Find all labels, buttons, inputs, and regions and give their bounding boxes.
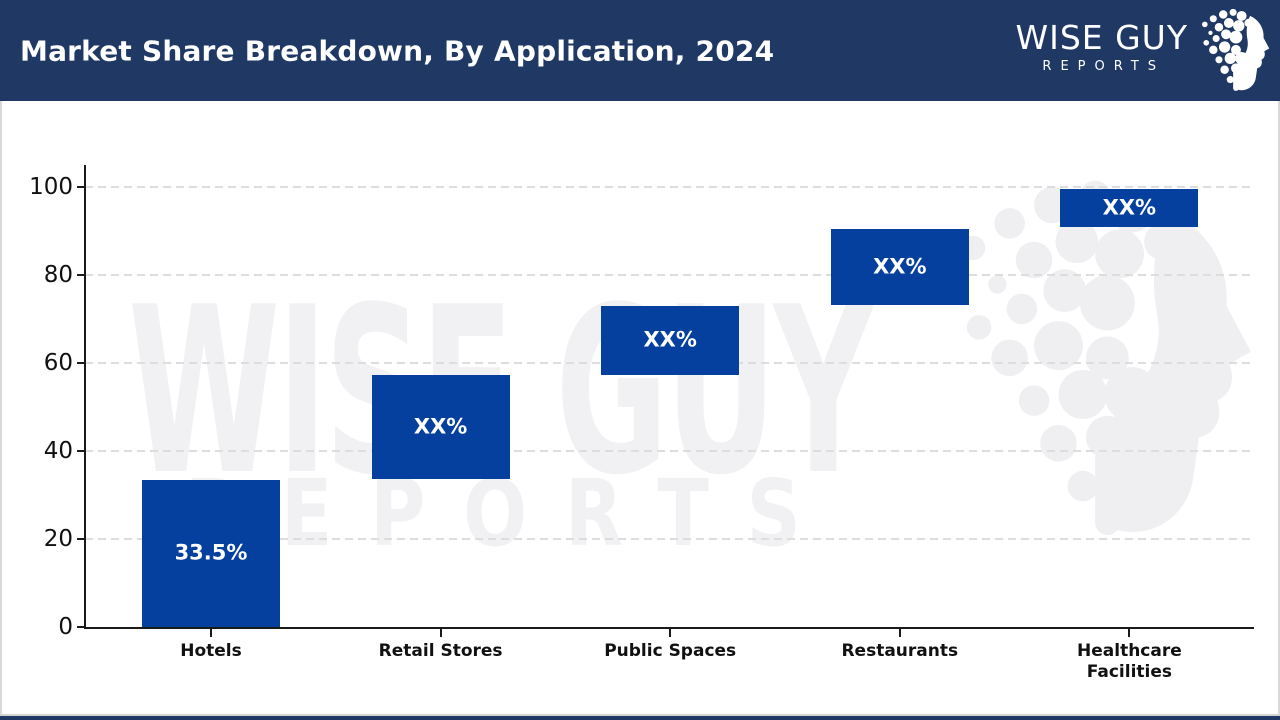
gridline-100	[85, 186, 1253, 188]
logo-head-icon	[1192, 6, 1270, 98]
y-tick-label-0: 0	[58, 614, 73, 640]
y-tick-label-40: 40	[43, 438, 73, 464]
x-tick-4	[1128, 629, 1131, 637]
x-axis	[84, 627, 1254, 629]
logo-reports-text: REPORTS	[1042, 59, 1166, 74]
wise-guy-reports-logo: WISE GUY REPORTS	[1010, 0, 1270, 101]
y-tick-40	[77, 450, 85, 452]
header-bar: Market Share Breakdown, By Application, …	[0, 0, 1280, 101]
x-tick-3	[898, 629, 901, 637]
y-axis	[84, 165, 86, 629]
bar-public-spaces: XX%	[601, 305, 740, 375]
bar-value-label: XX%	[1102, 195, 1157, 220]
bar-restaurants: XX%	[830, 228, 969, 305]
bar-value-label: XX%	[873, 254, 927, 279]
bar-value-label: XX%	[643, 327, 697, 352]
category-label-4: Healthcare Facilities	[1077, 641, 1182, 682]
gridline-20	[85, 538, 1253, 540]
logo-wiseguy-text: WISE GUY	[1015, 18, 1188, 57]
y-tick-20	[77, 538, 85, 540]
plot-area: 0 20 40 60 80 100 33.5% Hotels XX% Retail Stores X…	[0, 101, 1280, 715]
category-label-1: Retail Stores	[378, 641, 503, 661]
x-tick-0	[210, 629, 212, 637]
y-tick-label-20: 20	[43, 526, 73, 552]
category-label-0: Hotels	[180, 641, 242, 661]
gridline-80	[85, 274, 1253, 276]
gridline-40	[85, 450, 1253, 452]
left-border	[0, 101, 2, 715]
y-tick-label-100: 100	[29, 174, 73, 200]
y-tick-100	[77, 186, 85, 188]
category-label-3: Restaurants	[841, 641, 959, 661]
y-tick-60	[77, 362, 85, 364]
bar-hotels: 33.5%	[142, 479, 280, 627]
footer-bar	[0, 714, 1280, 720]
bar-value-label: 33.5%	[174, 540, 248, 565]
bar-value-label: XX%	[413, 414, 468, 439]
y-tick-label-60: 60	[43, 350, 73, 376]
y-tick-label-80: 80	[43, 262, 73, 288]
watermark-reports-text: REPORTS	[185, 460, 839, 567]
x-tick-1	[439, 629, 442, 637]
y-tick-80	[77, 274, 85, 276]
right-border	[1278, 101, 1280, 715]
y-tick-0	[77, 626, 85, 628]
bar-retail-stores: XX%	[371, 374, 510, 480]
category-label-2: Public Spaces	[604, 641, 737, 661]
bar-healthcare-facilities: XX%	[1060, 188, 1199, 228]
watermark-head-icon	[918, 168, 1254, 566]
chart-title: Market Share Breakdown, By Application, …	[20, 34, 775, 67]
x-tick-2	[669, 629, 672, 637]
